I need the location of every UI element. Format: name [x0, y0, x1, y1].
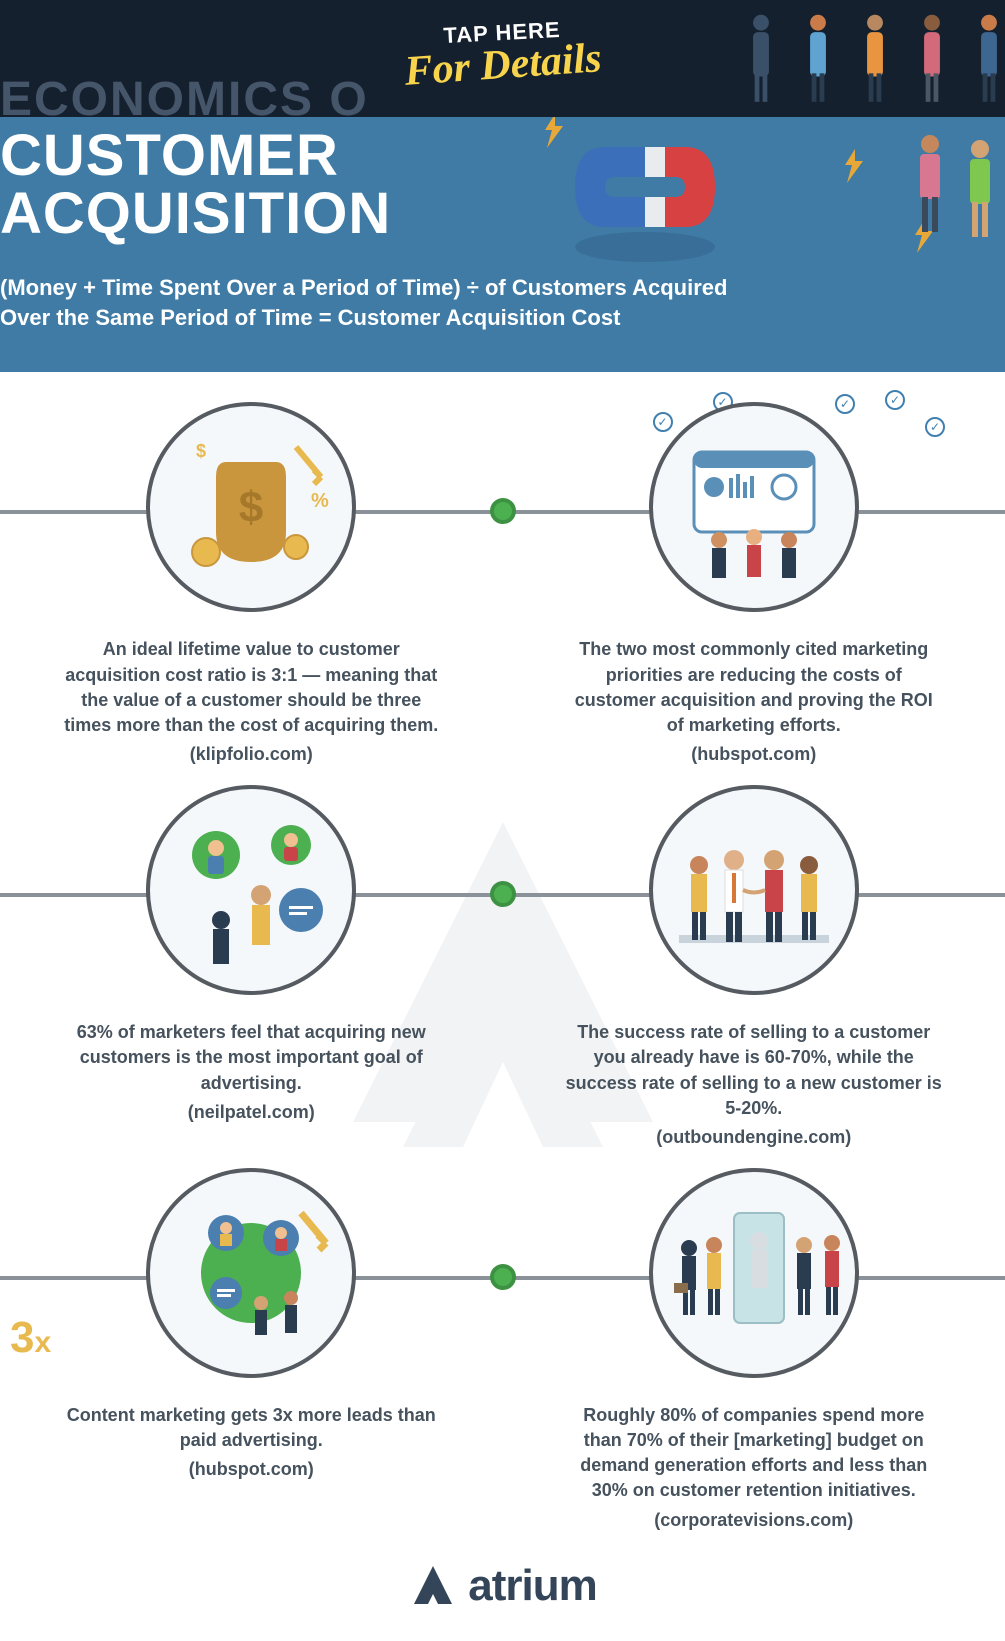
person-icon — [973, 10, 1005, 105]
fact-cell-5: Roughly 80% of companies spend more than… — [503, 1168, 1005, 1531]
fact-cell-2: 63% of marketers feel that acquiring new… — [0, 785, 503, 1148]
economics-bg-text: ECONOMICS O — [0, 72, 369, 117]
illustration-door — [649, 1168, 859, 1378]
illustration-dashboard — [649, 402, 859, 612]
fact-text-5: Roughly 80% of companies spend more than… — [564, 1403, 944, 1504]
person-icon — [916, 10, 948, 105]
fact-text-2: 63% of marketers feel that acquiring new… — [61, 1020, 441, 1096]
person-icon — [802, 10, 834, 105]
fact-source-5: (corporatevisions.com) — [533, 1510, 976, 1531]
footer-logo: atrium — [0, 1551, 1005, 1621]
fact-text-0: An ideal lifetime value to customer acqu… — [61, 637, 441, 738]
illustration-money-bag: $ % $ — [146, 402, 356, 612]
dark-header: ECONOMICS O TAP HERE For Details — [0, 0, 1005, 117]
content-section: $ % $ An ideal lifetime value to custome… — [0, 372, 1005, 1640]
three-x-label: 3x — [10, 1313, 51, 1363]
fact-text-4: Content marketing gets 3x more leads tha… — [61, 1403, 441, 1453]
illustration-customer-bubbles — [146, 785, 356, 995]
connector-dot — [490, 498, 516, 524]
check-icon: ✓ — [925, 417, 945, 437]
tap-here-overlay[interactable]: TAP HERE For Details — [404, 20, 601, 89]
fact-text-1: The two most commonly cited marketing pr… — [564, 637, 944, 738]
people-silhouettes — [745, 10, 1005, 105]
fact-source-1: (hubspot.com) — [533, 744, 976, 765]
blue-header: CUSTOMER ACQUISITION (Money + Time Spent… — [0, 117, 1005, 372]
fact-cell-4: 3x Content marketing gets 3x more leads … — [0, 1168, 503, 1531]
svg-text:%: % — [311, 490, 329, 512]
brand-name: atrium — [468, 1561, 596, 1611]
illustration-handshake — [649, 785, 859, 995]
svg-text:$: $ — [196, 441, 206, 461]
fact-row-3: 3x Content marketing gets 3x more leads … — [0, 1168, 1005, 1531]
atrium-logo-icon — [408, 1564, 458, 1608]
magnet-icon — [545, 117, 775, 287]
bolt-icon — [535, 117, 575, 152]
check-icon: ✓ — [885, 390, 905, 410]
title-line-2: ACQUISITION — [0, 181, 391, 246]
fact-source-2: (neilpatel.com) — [30, 1102, 473, 1123]
fact-source-0: (klipfolio.com) — [30, 744, 473, 765]
fact-cell-1: ✓ ✓ ✓ ✓ ✓ The two most c — [503, 402, 1005, 765]
title-line-1: CUSTOMER — [0, 123, 339, 188]
for-details-label: For Details — [402, 34, 602, 96]
fact-row-2: 63% of marketers feel that acquiring new… — [0, 785, 1005, 1148]
person-icon — [859, 10, 891, 105]
person-icon — [910, 132, 950, 242]
person-icon — [745, 10, 777, 105]
illustration-three-x — [146, 1168, 356, 1378]
fact-source-3: (outboundengine.com) — [533, 1127, 976, 1148]
check-icon: ✓ — [835, 394, 855, 414]
fact-cell-0: $ % $ An ideal lifetime value to custome… — [0, 402, 503, 765]
fact-row-1: $ % $ An ideal lifetime value to custome… — [0, 402, 1005, 765]
fact-text-3: The success rate of selling to a custome… — [564, 1020, 944, 1121]
connector-dot — [490, 1264, 516, 1290]
fact-cell-3: The success rate of selling to a custome… — [503, 785, 1005, 1148]
svg-text:$: $ — [239, 483, 263, 532]
fact-source-4: (hubspot.com) — [30, 1459, 473, 1480]
connector-dot — [490, 881, 516, 907]
bolt-icon — [835, 147, 875, 187]
person-icon — [960, 137, 1000, 247]
